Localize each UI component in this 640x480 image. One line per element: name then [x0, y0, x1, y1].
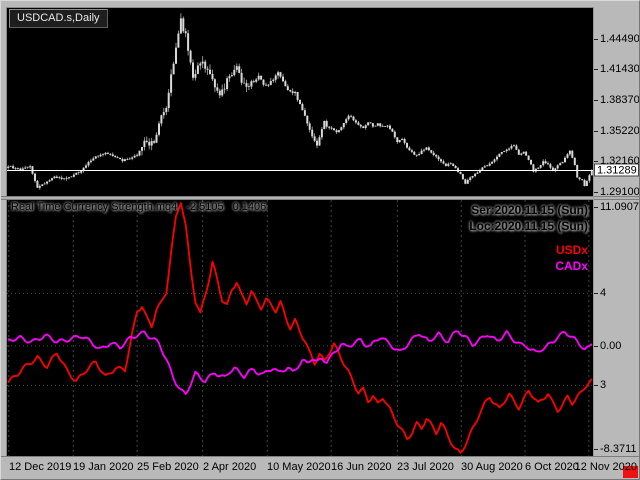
time-axis-label: 25 Feb 2020 — [137, 461, 199, 473]
indicator-axis-label: -8.3711 — [600, 443, 637, 455]
indicator-axis-tick — [594, 293, 598, 294]
cadx-line — [7, 330, 593, 395]
indicator-axis-label: 0.00 — [600, 339, 622, 352]
price-axis-label: 1.38370 — [600, 93, 640, 106]
indicator-value-cadx: 0.1406 — [232, 201, 267, 213]
price-axis-tick — [594, 39, 598, 40]
price-axis-label: 1.35220 — [600, 125, 640, 137]
price-axis-tick — [594, 192, 598, 193]
price-axis-label: 1.44490 — [600, 32, 640, 45]
time-axis-label: 6 Oct 2020 — [525, 461, 579, 473]
indicator-title: Real Time Currency Strength.mq4 -2.5105 0.… — [11, 201, 275, 213]
server-time-label: Ser:2020.11.15 (Sun) — [471, 203, 588, 217]
indicator-axis-tick — [594, 385, 598, 386]
time-axis-label: 12 Dec 2019 — [9, 461, 72, 473]
indicator-axis-label: 3 — [600, 379, 607, 392]
pane-separator[interactable] — [1, 196, 639, 200]
price-axis-tick — [594, 131, 598, 132]
usdx-line — [7, 202, 593, 454]
price-axis-label: 1.32160 — [600, 155, 640, 168]
price-axis-label: 1.41430 — [600, 63, 640, 76]
local-time-label: Loc:2020.11.15 (Sun) — [469, 219, 588, 233]
price-axis-tick — [594, 100, 598, 101]
indicator-axis-label: 4 — [600, 287, 607, 300]
axis-divider — [593, 8, 594, 456]
indicator-axis-label: 11.0907 — [600, 201, 639, 213]
indicator-axis-tick — [594, 207, 598, 208]
current-price-line — [7, 170, 593, 172]
time-axis-label: 23 Jul 2020 — [397, 461, 454, 473]
price-chart-canvas[interactable] — [7, 8, 593, 196]
record-indicator — [623, 466, 638, 478]
time-axis-label: 10 May 2020 — [267, 461, 331, 473]
current-price-box: 1.31289 — [594, 163, 639, 177]
indicator-name: Real Time Currency Strength.mq4 — [11, 201, 178, 213]
time-axis-label: 12 Nov 2020 — [574, 461, 637, 473]
chart-symbol-tab: USDCAD.s,Daily — [9, 9, 108, 28]
candle-bodies — [7, 18, 593, 188]
price-axis-tick — [594, 161, 598, 162]
indicator-canvas[interactable] — [7, 200, 593, 456]
cadx-legend-label: CADx — [555, 259, 588, 273]
time-axis-label: 16 Jun 2020 — [331, 461, 392, 473]
price-axis-label: 1.29100 — [600, 185, 640, 198]
chart-area[interactable]: USDCAD.s,Daily — [6, 7, 594, 457]
time-axis-label: 2 Apr 2020 — [203, 461, 257, 473]
indicator-axis-tick — [594, 449, 598, 450]
indicator-axis-tick — [594, 346, 598, 347]
price-axis-tick — [594, 69, 598, 70]
chart-bottom-edge — [1, 456, 639, 457]
time-axis-label: 19 Jan 2020 — [73, 461, 134, 473]
indicator-value-usdx: -2.5105 — [186, 201, 224, 213]
usdx-legend-label: USDx — [555, 243, 588, 257]
time-axis-label: 30 Aug 2020 — [461, 461, 523, 473]
